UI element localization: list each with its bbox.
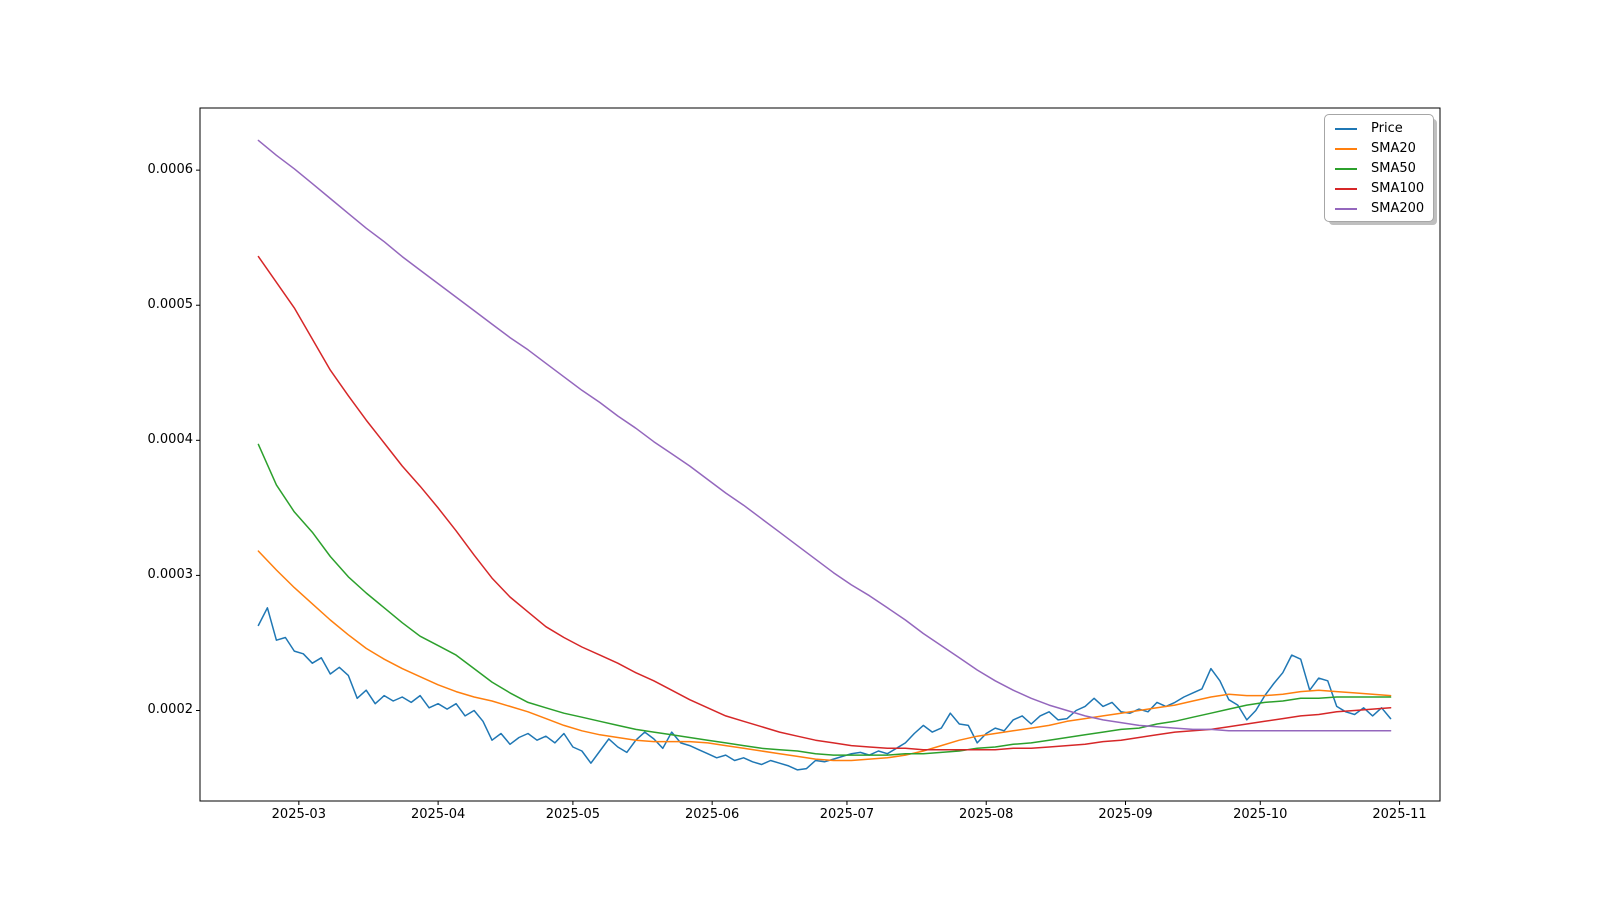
x-tick-label: 2025-09 (1098, 807, 1153, 822)
sma200-line (257, 139, 1392, 732)
y-tick-label: 0.0004 (147, 432, 194, 448)
legend-line-swatch (1335, 128, 1357, 130)
legend-item-sma20: SMA20 (1335, 139, 1433, 159)
x-tick-label: 2025-04 (410, 807, 466, 822)
legend-line-swatch (1335, 168, 1357, 170)
legend-line-swatch (1335, 208, 1357, 210)
y-tick-label: 0.0006 (147, 162, 194, 178)
y-tick-label: 0.0005 (147, 297, 194, 313)
sma20-line (257, 550, 1392, 762)
legend-label: SMA20 (1371, 141, 1416, 156)
x-tick-label: 2025-06 (685, 807, 740, 822)
sma50-line (257, 443, 1392, 756)
legend-item-price: Price (1335, 119, 1433, 139)
legend-label: SMA200 (1371, 201, 1425, 216)
sma100-line (257, 255, 1392, 751)
x-tick-label: 2025-07 (819, 807, 875, 822)
legend-line-swatch (1335, 148, 1357, 150)
price-line (257, 607, 1392, 771)
legend-item-sma200: SMA200 (1335, 199, 1433, 219)
x-tick-label: 2025-05 (545, 807, 601, 822)
x-tick-label: 2025-03 (271, 807, 326, 822)
legend: Price SMA20 SMA50 SMA100 SMA200 (1324, 114, 1434, 222)
y-tick-label: 0.0002 (147, 702, 194, 718)
legend-item-sma100: SMA100 (1335, 179, 1433, 199)
legend-line-swatch (1335, 188, 1357, 190)
axes-frame (199, 107, 1441, 802)
legend-label: SMA100 (1371, 181, 1425, 196)
legend-label: SMA50 (1371, 161, 1416, 176)
x-tick-label: 2025-10 (1233, 807, 1288, 822)
x-tick-label: 2025-11 (1372, 807, 1427, 822)
y-tick-label: 0.0003 (147, 567, 194, 583)
legend-item-sma50: SMA50 (1335, 159, 1433, 179)
x-tick-label: 2025-08 (959, 807, 1014, 822)
legend-label: Price (1371, 121, 1403, 136)
